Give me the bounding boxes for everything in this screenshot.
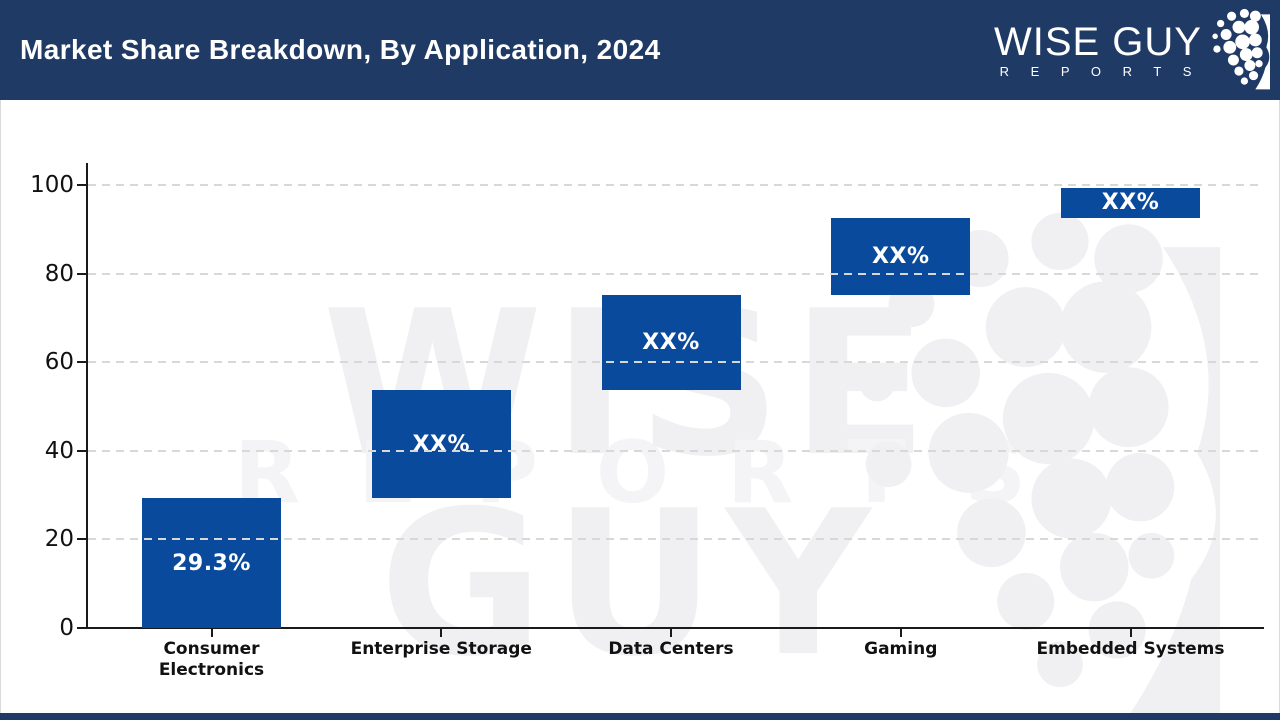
y-axis-line — [86, 163, 88, 629]
logo-head-icon — [1212, 8, 1270, 90]
bar-consumer-electronics: 29.3% — [142, 498, 281, 628]
header: Market Share Breakdown, By Application, … — [0, 0, 1280, 100]
logo-tagline: R E P O R T S — [999, 64, 1201, 79]
category-label-enterprise-storage: Enterprise Storage — [350, 639, 532, 659]
y-tick-mark-100 — [77, 184, 86, 186]
y-tick-mark-20 — [77, 538, 86, 541]
gridline-80 — [88, 272, 1262, 275]
bar-value-label: XX% — [1101, 190, 1160, 216]
bar-value-label: XX% — [412, 431, 470, 457]
y-tick-mark-40 — [77, 449, 86, 452]
x-tick-mark — [1129, 629, 1132, 637]
category-label-gaming: Gaming — [864, 639, 938, 659]
y-tick-label-0: 0 — [59, 615, 74, 641]
bar-gaming: XX% — [831, 217, 971, 295]
chart-title: Market Share Breakdown, By Application, … — [20, 34, 661, 65]
bar-value-label: XX% — [642, 329, 700, 355]
bar-data-centers: XX% — [601, 294, 741, 391]
gridline-60 — [88, 361, 1262, 364]
x-tick-mark — [210, 629, 213, 637]
gridline-20 — [88, 538, 1262, 541]
bar-value-label: 29.3% — [172, 550, 251, 576]
y-tick-mark-60 — [77, 361, 86, 364]
y-tick-mark-80 — [77, 272, 86, 275]
y-tick-mark-0 — [77, 627, 86, 629]
left-border — [0, 100, 1, 720]
footer-bar — [0, 713, 1280, 720]
y-tick-label-100: 100 — [30, 172, 74, 198]
y-tick-label-20: 20 — [44, 526, 74, 553]
y-tick-label-60: 60 — [44, 349, 74, 376]
bar-enterprise-storage: XX% — [371, 390, 511, 499]
bar-embedded-systems: XX% — [1061, 187, 1200, 218]
category-label-embedded-systems: Embedded Systems — [1036, 639, 1225, 659]
logo-wordmark: WISE GUY — [993, 20, 1202, 64]
wiseguy-logo: WISE GUY R E P O R T S — [994, 8, 1270, 92]
x-axis-line — [86, 627, 1264, 629]
x-tick-mark — [670, 629, 672, 637]
y-tick-label-80: 80 — [44, 260, 74, 287]
y-tick-label-40: 40 — [44, 437, 74, 464]
gridline-100 — [88, 184, 1262, 186]
category-label-data-centers: Data Centers — [608, 639, 734, 659]
category-label-consumer-electronics: Consumer Electronics — [158, 639, 265, 681]
gridline-40 — [88, 449, 1262, 452]
x-tick-mark — [440, 629, 443, 637]
logo-text: WISE GUY R E P O R T S — [994, 22, 1202, 78]
x-tick-mark — [899, 629, 902, 637]
bar-value-label: XX% — [872, 243, 930, 269]
